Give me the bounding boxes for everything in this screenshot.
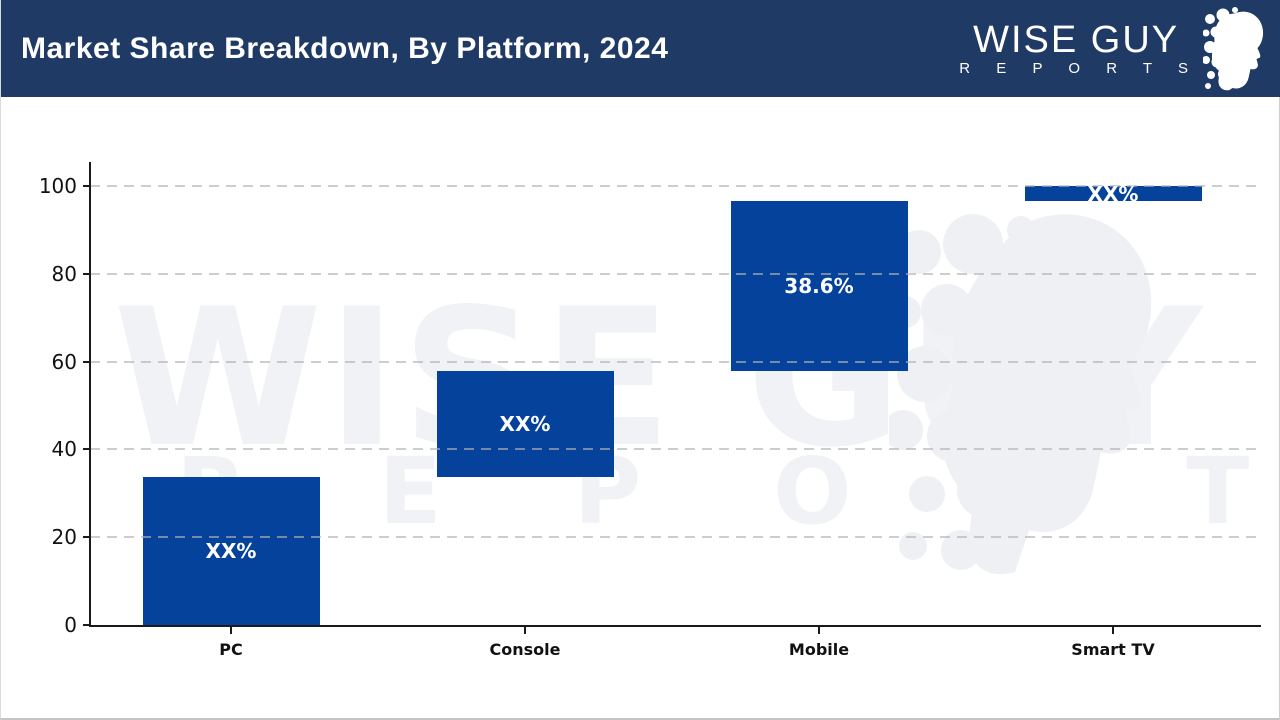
gridline-60 [90, 360, 1261, 363]
brand-wordmark-line1: WISE GUY [973, 18, 1180, 61]
bar-smart-tv [1024, 186, 1202, 202]
x-tick-label-0: PC [219, 640, 243, 659]
x-tick-label-1: Console [489, 640, 561, 659]
bar-value-label: XX% [499, 412, 551, 437]
gridline-40 [90, 448, 1261, 451]
y-tick-label-80: 80 [51, 261, 77, 286]
brand-head-icon [1203, 6, 1264, 90]
y-tick-label-40: 40 [51, 437, 77, 462]
x-tick-0 [230, 627, 232, 634]
brand-wordmark-line2: R E P O R T S [959, 59, 1199, 77]
bar-value-label: 38.6% [784, 274, 854, 299]
bar-value-label: XX% [1087, 181, 1139, 206]
y-axis [89, 162, 91, 627]
header: Market Share Breakdown, By Platform, 202… [1, 0, 1280, 97]
y-tick-label-60: 60 [51, 349, 77, 374]
gridline-80 [90, 272, 1261, 275]
gridline-100 [90, 185, 1261, 187]
y-tick-100 [83, 185, 90, 187]
x-tick-3 [1112, 627, 1114, 634]
brand-wordmark: WISE GUY R E P O R T S [953, 20, 1199, 78]
bar-value-label: XX% [205, 539, 257, 564]
x-tick-label-3: Smart TV [1071, 640, 1155, 659]
bar-mobile [730, 201, 908, 371]
brand-logo: WISE GUY R E P O R T S [953, 6, 1280, 91]
gridline-20 [90, 536, 1261, 539]
y-tick-60 [83, 360, 90, 363]
x-axis [89, 625, 1261, 627]
y-tick-40 [83, 448, 90, 451]
y-tick-label-0: 0 [64, 613, 77, 637]
y-tick-label-20: 20 [51, 525, 77, 550]
bar-pc [142, 477, 320, 625]
x-tick-label-2: Mobile [788, 640, 850, 659]
watermark-head-icon [889, 214, 1152, 575]
y-tick-80 [83, 272, 90, 275]
page-title: Market Share Breakdown, By Platform, 202… [21, 31, 669, 65]
y-tick-label-100: 100 [38, 174, 77, 198]
x-tick-1 [524, 627, 526, 634]
y-tick-0 [83, 624, 90, 626]
x-tick-2 [818, 627, 820, 634]
y-tick-20 [83, 536, 90, 539]
bar-console [436, 370, 614, 478]
